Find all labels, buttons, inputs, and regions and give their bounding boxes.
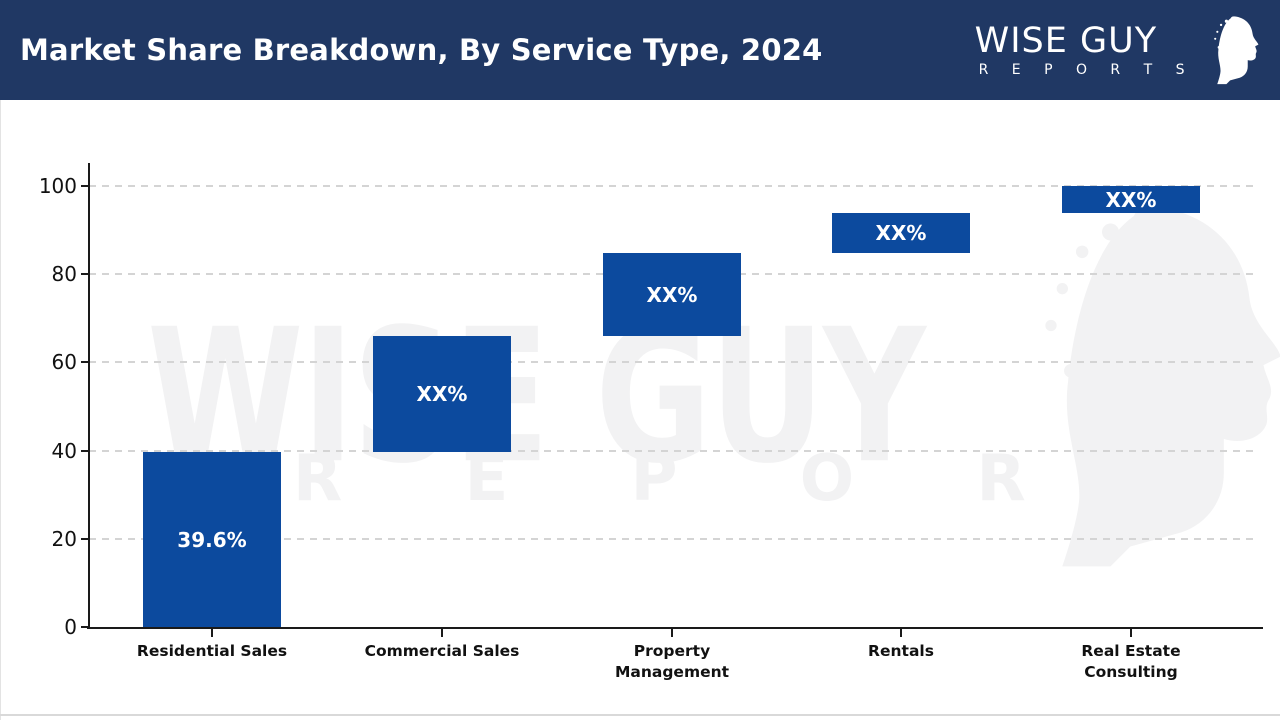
category-label: Commercial Sales [364, 642, 520, 660]
bar-value-label: XX% [1105, 187, 1157, 212]
bar: XX% [603, 253, 741, 336]
y-tick [81, 185, 89, 187]
gridline [89, 361, 1259, 364]
y-tick-label: 60 [51, 350, 77, 375]
category-label: Property Management [614, 642, 730, 681]
y-tick [81, 537, 89, 540]
y-tick [81, 626, 89, 628]
y-tick [81, 273, 89, 276]
bar-value-label: 39.6% [177, 527, 247, 552]
bar-value-label: XX% [875, 221, 927, 246]
category-label: Rentals [868, 642, 934, 660]
y-axis-spine [88, 163, 90, 629]
waterfall-plot: 0 20 40 60 80 100 39.6% XX% XX% XX% XX% Residential… [1, 100, 1280, 720]
y-tick [81, 449, 89, 452]
y-tick-label: 100 [38, 174, 77, 198]
y-tick-label: 20 [51, 526, 77, 551]
bottom-divider [0, 714, 1280, 716]
y-tick [81, 361, 89, 364]
logo-subtitle: R E P O R T S [978, 61, 1194, 78]
face-dots-logo-icon [1214, 16, 1259, 85]
y-tick-label: 80 [51, 262, 77, 287]
bar: XX% [832, 213, 970, 254]
chart-region: WISE GUY R E P O R T S 02040608010039.6%… [0, 100, 1280, 720]
gridline [89, 185, 1259, 187]
bar: XX% [1062, 186, 1200, 214]
x-tick [211, 629, 213, 637]
x-tick [441, 629, 443, 637]
gridline [89, 449, 1259, 452]
logo-wordmark: WISE GUY [974, 20, 1158, 61]
bar: XX% [373, 335, 511, 453]
category-label: Residential Sales [136, 642, 288, 660]
x-tick [1130, 629, 1132, 637]
header-bar: Market Share Breakdown, By Service Type,… [0, 0, 1280, 100]
page-title: Market Share Breakdown, By Service Type,… [20, 33, 823, 67]
gridline [89, 537, 1259, 540]
bar: 39.6% [143, 452, 281, 627]
y-tick-label: 0 [64, 615, 77, 639]
y-tick-label: 40 [51, 438, 77, 463]
x-axis-spine [87, 627, 1263, 629]
x-tick [671, 629, 673, 637]
wise-guy-reports-logo: WISE GUY R E P O R T S [975, 9, 1260, 91]
x-tick [900, 629, 902, 637]
bar-value-label: XX% [646, 282, 698, 307]
category-label: Real Estate Consulting [1081, 642, 1181, 681]
bar-value-label: XX% [416, 382, 468, 407]
